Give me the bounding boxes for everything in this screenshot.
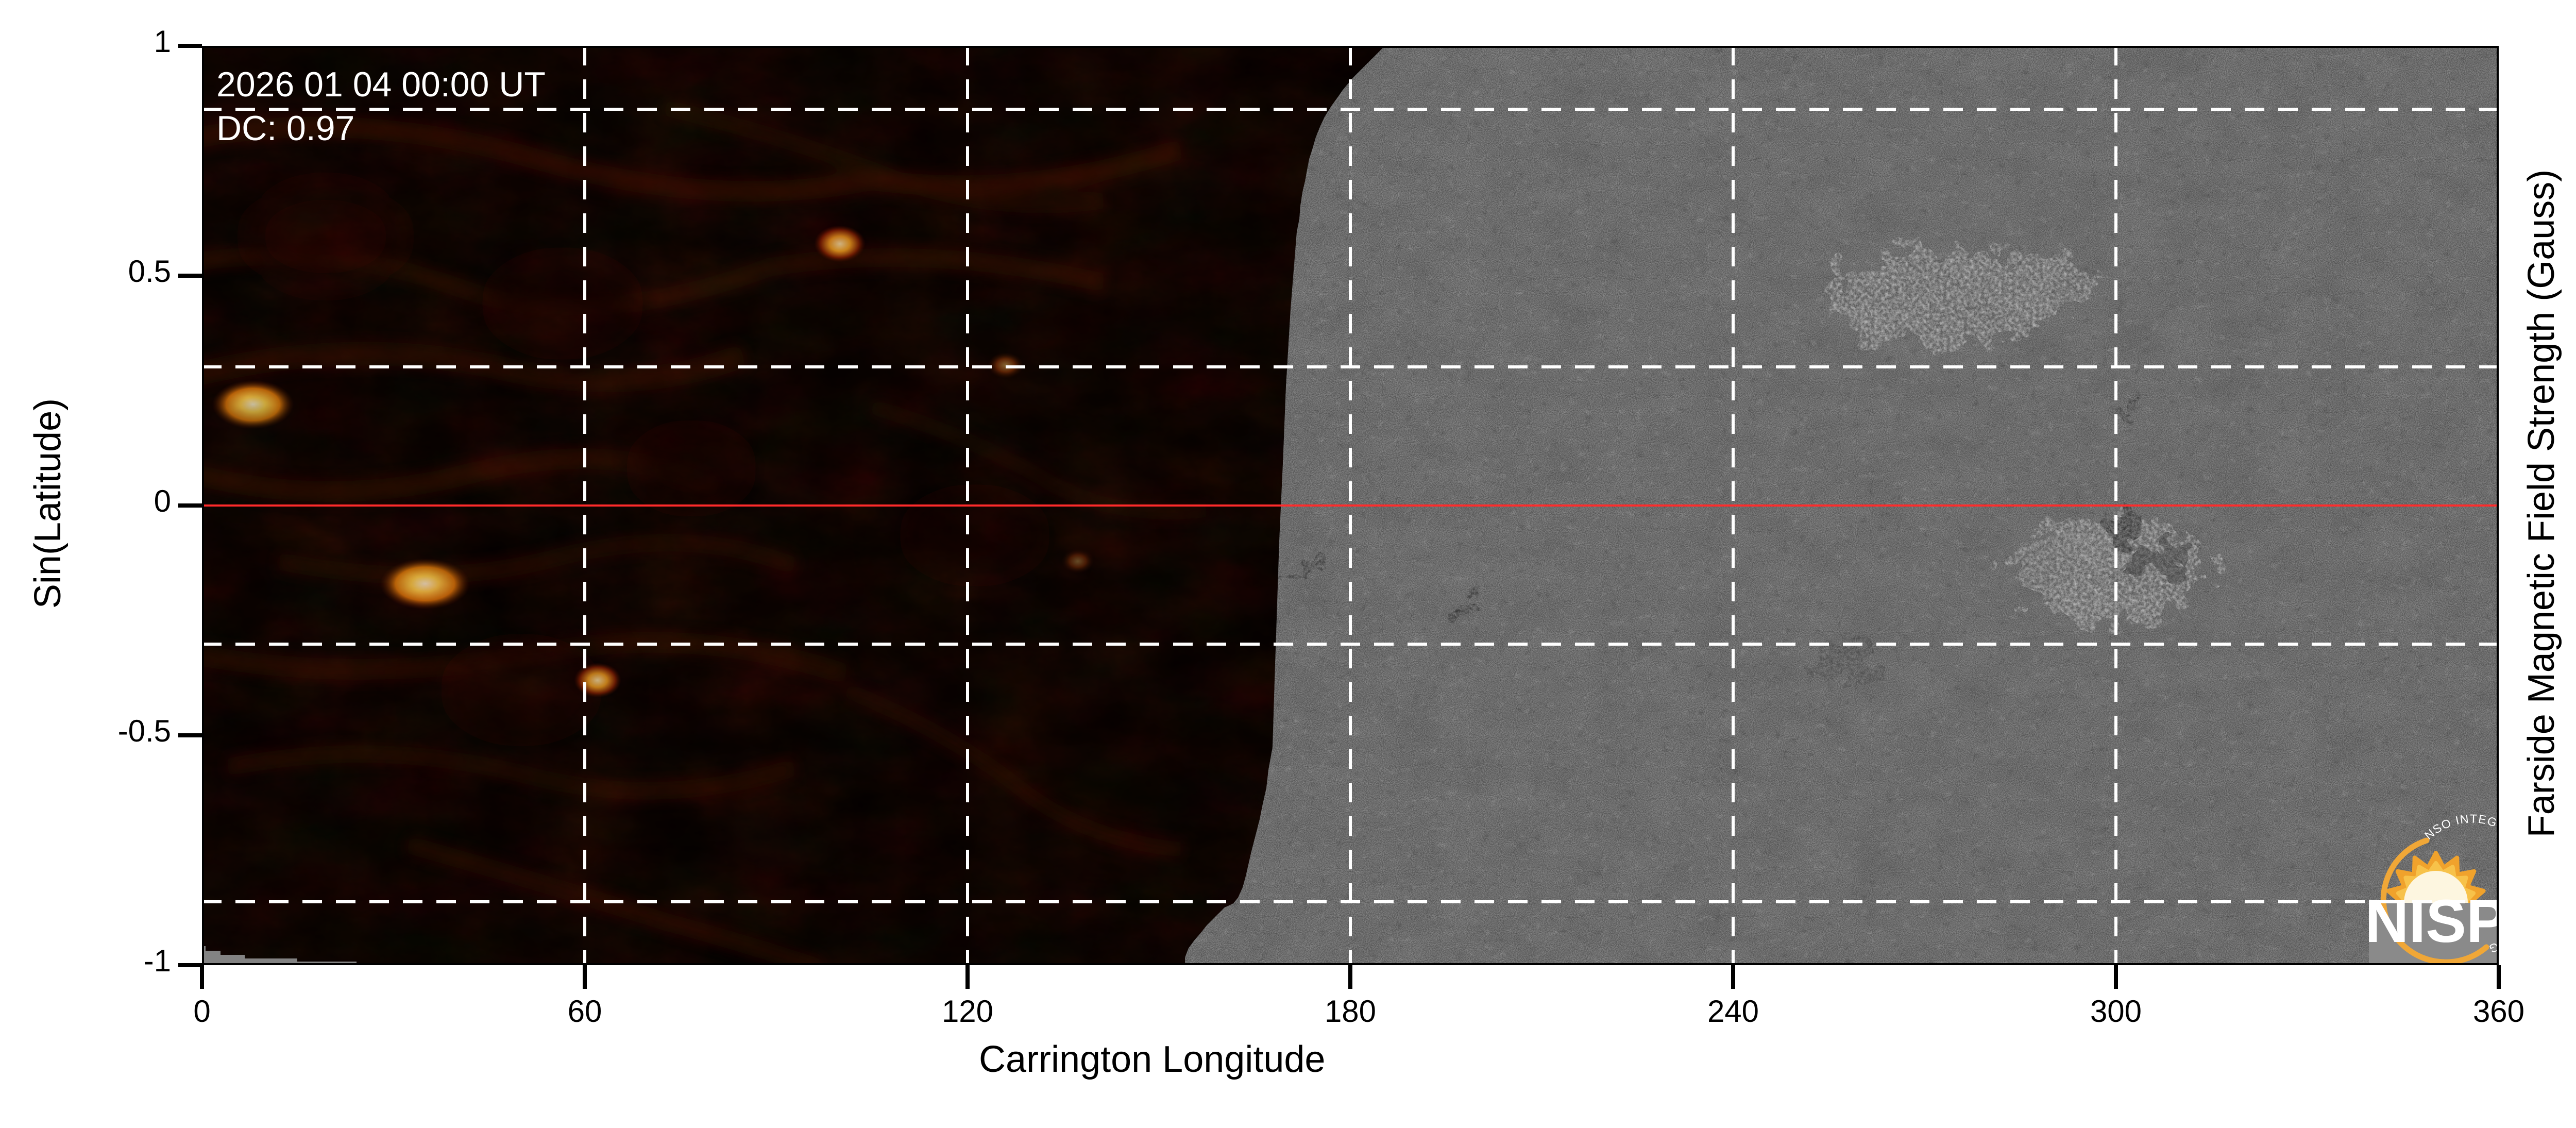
svg-text:NISP: NISP [2365, 887, 2499, 955]
